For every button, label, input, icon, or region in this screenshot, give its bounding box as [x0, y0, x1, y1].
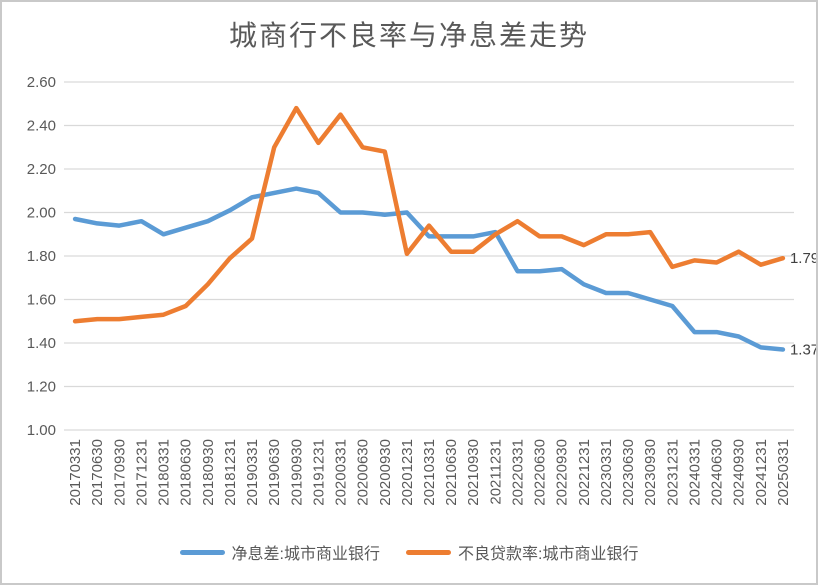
x-axis-tick-label: 20230930 [642, 439, 659, 506]
x-axis-tick-label: 20201231 [399, 439, 416, 506]
x-axis-tick-label: 20180930 [200, 439, 217, 506]
x-axis-tick-label: 20210331 [421, 439, 438, 506]
series-line-1 [72, 105, 786, 324]
x-axis-tick-label: 20221231 [576, 439, 593, 506]
series-end-data-label: 1.37 [790, 342, 818, 359]
y-axis-tick-label: 1.40 [27, 335, 56, 352]
y-axis-tick-label: 2.40 [27, 118, 56, 135]
y-axis-tick-label: 1.60 [27, 292, 56, 309]
x-axis-tick-label: 20241231 [753, 439, 770, 506]
y-axis-tick-label: 1.00 [27, 422, 56, 439]
x-axis-tick-label: 20200331 [333, 439, 350, 506]
x-axis-tick-label: 20220630 [532, 439, 549, 506]
x-axis-tick-label: 20180630 [178, 439, 195, 506]
legend-label-nim: 净息差:城市商业银行 [231, 546, 380, 563]
x-axis-tick-label: 20240331 [686, 439, 703, 506]
y-axis-tick-label: 2.60 [27, 74, 56, 91]
y-axis-tick-label: 2.20 [27, 161, 56, 178]
legend-item-npl: 不良贷款率:城市商业银行 [406, 540, 638, 564]
y-axis-tick-label: 1.20 [27, 379, 56, 396]
chart-title: 城商行不良率与净息差走势 [228, 21, 589, 52]
legend-swatch-nim [179, 549, 225, 555]
x-axis-tick-label: 20231231 [664, 439, 681, 506]
x-axis-tick-label: 20210930 [465, 439, 482, 506]
x-axis-tick-label: 20250331 [775, 439, 792, 506]
x-axis-tick-label: 20220930 [554, 439, 571, 506]
y-axis-tick-label: 1.80 [27, 248, 56, 265]
x-axis-tick-label: 20200930 [377, 439, 394, 506]
x-axis-tick-label: 20180331 [156, 439, 173, 506]
series-end-data-label: 1.79 [790, 250, 818, 267]
x-axis-tick-label: 20191231 [310, 439, 327, 506]
x-axis-tick-label: 20230630 [620, 439, 637, 506]
x-axis-tick-label: 20190630 [266, 439, 283, 506]
x-axis-tick-label: 20211231 [487, 439, 504, 505]
series-line-0 [72, 186, 786, 352]
x-axis-tick-label: 20171231 [133, 439, 150, 506]
x-axis-tick-label: 20170331 [67, 439, 84, 506]
legend-label-npl: 不良贷款率:城市商业银行 [458, 546, 639, 563]
legend-swatch-npl [406, 549, 451, 555]
legend-item-nim: 净息差:城市商业银行 [179, 540, 380, 564]
x-axis-tick-label: 20230331 [598, 439, 615, 506]
x-axis-tick-label: 20181231 [222, 439, 239, 506]
x-axis-tick-label: 20190331 [244, 439, 261, 506]
y-axis-tick-label: 2.00 [27, 205, 56, 222]
legend: 净息差:城市商业银行 不良贷款率:城市商业银行 [2, 540, 816, 564]
x-axis-tick-label: 20170630 [89, 439, 106, 506]
x-axis-tick-label: 20170930 [111, 439, 128, 506]
x-axis-tick-label: 20190930 [288, 439, 305, 506]
x-axis-tick-label: 20210630 [443, 439, 460, 506]
x-axis-tick-label: 20240630 [709, 439, 726, 506]
x-axis-tick-label: 20240930 [731, 439, 748, 506]
x-axis-tick-label: 20220331 [509, 439, 526, 506]
x-axis-tick-label: 20200630 [355, 439, 372, 506]
